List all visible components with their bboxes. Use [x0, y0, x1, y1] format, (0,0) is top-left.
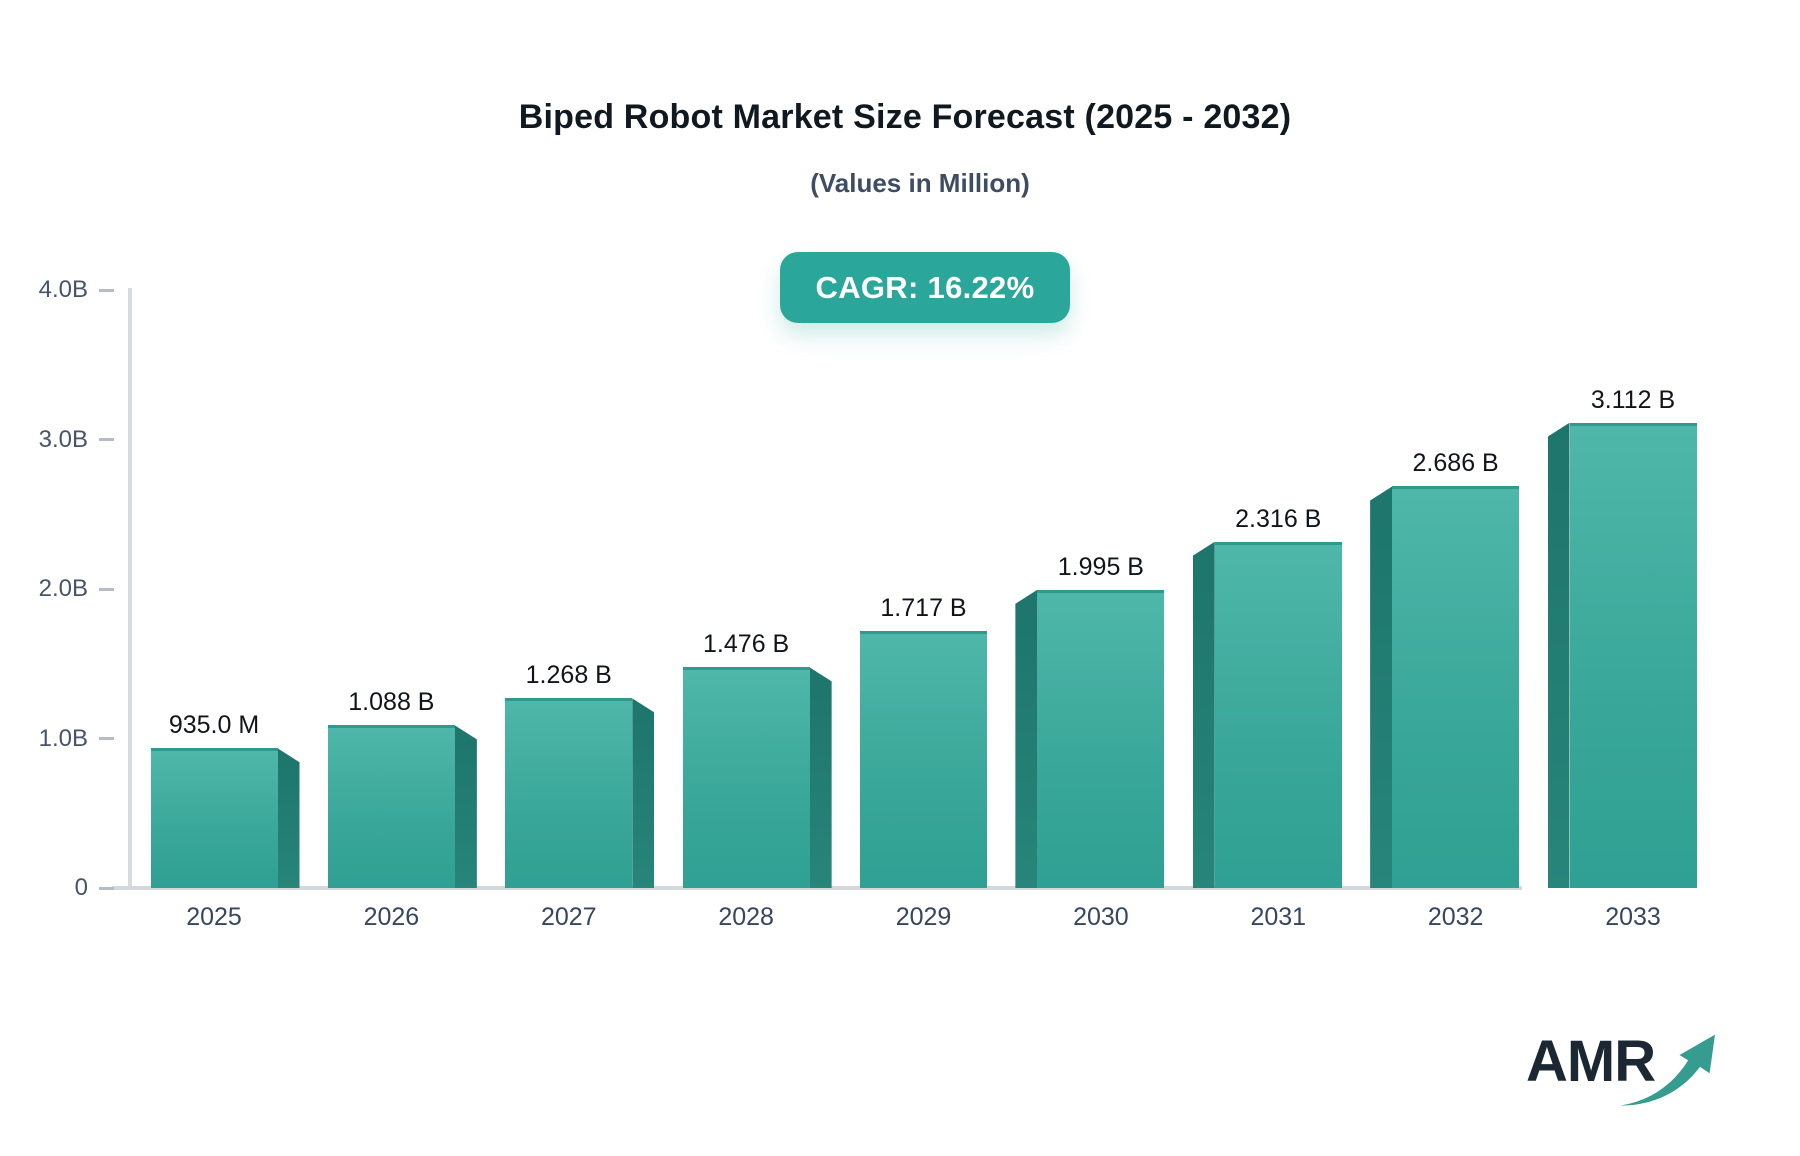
y-tick-mark [99, 438, 114, 441]
bar-value-label: 2.686 B [1412, 449, 1499, 478]
bar-value-label: 1.268 B [525, 661, 612, 690]
y-tick-mark [99, 288, 114, 292]
page-title: Biped Robot Market Size Forecast (2025 -… [518, 98, 1292, 136]
bar-side-2030 [1015, 589, 1038, 888]
bar-value-label: 3.112 B [1590, 385, 1676, 414]
cagr-badge: CAGR: 16.22% [780, 252, 1070, 323]
y-tick-label: 0 [74, 874, 88, 901]
bar-side-2026 [454, 725, 477, 888]
bar-value-label: 935.0 M [168, 711, 260, 740]
bar-2033 [1569, 422, 1697, 888]
x-tick-label: 2031 [1250, 903, 1307, 931]
bar-2032 [1392, 486, 1520, 888]
bar-side-2032 [1370, 486, 1393, 888]
amr-logo: AMR [1526, 1022, 1736, 1112]
bar-2028 [682, 667, 810, 888]
bar-side-2028 [809, 667, 832, 888]
y-tick-mark [99, 737, 114, 740]
bar-2027 [505, 698, 633, 888]
bar-side-2031 [1192, 541, 1215, 888]
bar-value-label: 1.717 B [880, 594, 967, 623]
y-tick-mark [99, 587, 114, 591]
x-tick-label: 2030 [1073, 903, 1129, 931]
bar-side-2027 [632, 698, 655, 888]
page-subtitle: (Values in Million) [810, 168, 1030, 198]
y-tick-label: 2.0B [38, 575, 88, 602]
x-tick-label: 2033 [1605, 903, 1661, 931]
y-tick-label: 4.0B [38, 276, 88, 303]
x-tick-label: 2029 [895, 903, 952, 931]
bar-2026 [327, 725, 455, 888]
x-tick-label: 2026 [363, 903, 420, 931]
bar-side-2033 [1547, 422, 1570, 888]
bar-side-2025 [277, 748, 300, 888]
bar-value-label: 1.088 B [348, 688, 435, 717]
amr-logo-text: AMR [1526, 1029, 1656, 1094]
x-axis-baseline [112, 886, 1522, 890]
x-tick-label: 2028 [718, 903, 774, 931]
x-tick-label: 2027 [540, 903, 597, 931]
y-tick-label: 3.0B [38, 425, 88, 453]
x-tick-label: 2025 [186, 903, 242, 931]
x-tick-label: 2032 [1427, 903, 1484, 931]
bar-value-label: 1.476 B [703, 630, 790, 659]
y-axis-line [128, 288, 132, 889]
y-tick-label: 1.0B [38, 724, 88, 752]
growth-arrow-icon [1620, 1034, 1715, 1106]
bar-value-label: 1.995 B [1057, 552, 1144, 581]
bar-2030 [1037, 589, 1165, 888]
y-tick-mark [99, 886, 114, 890]
bar-2029 [860, 631, 987, 888]
bar-2031 [1214, 541, 1342, 888]
bar-2025 [150, 748, 278, 888]
bar-value-label: 2.316 B [1235, 504, 1322, 533]
